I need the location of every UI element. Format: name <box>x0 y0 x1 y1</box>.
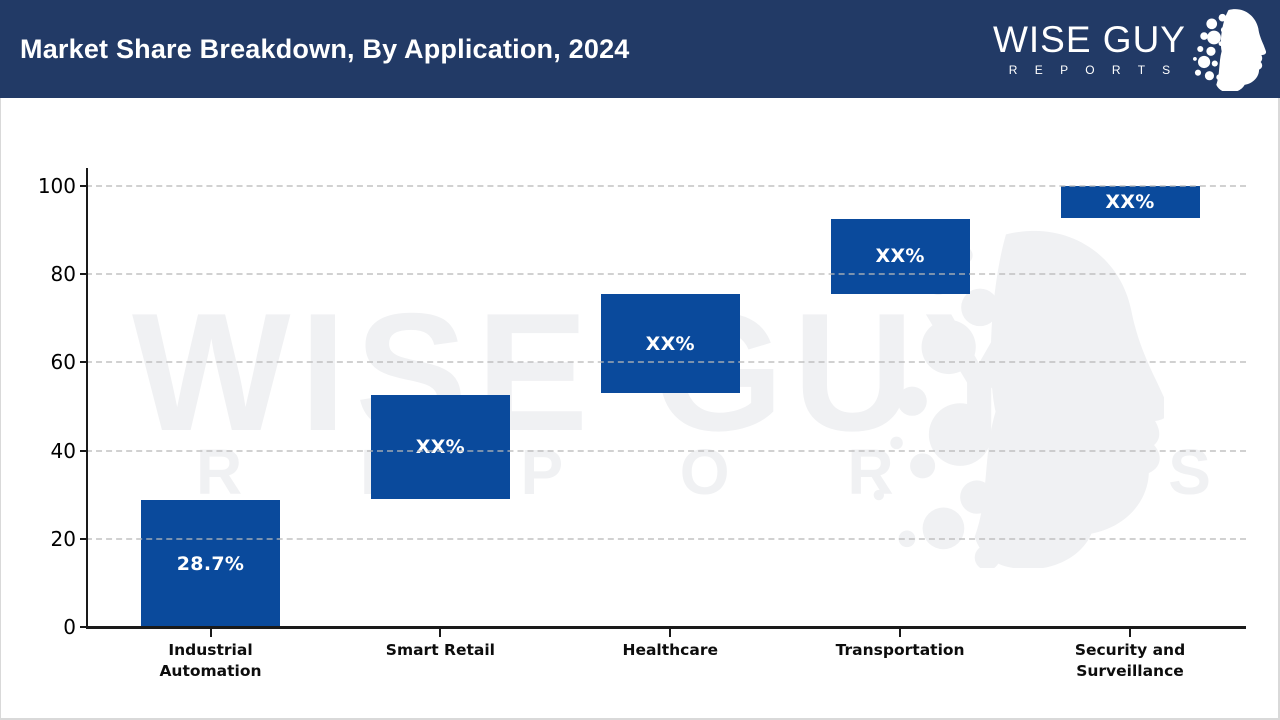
bar-value-label: XX% <box>645 332 695 355</box>
y-tick-mark-0 <box>80 626 88 628</box>
right-border <box>1278 98 1280 720</box>
gridline-40 <box>86 449 1246 452</box>
x-tick-mark-1 <box>439 629 442 637</box>
page-title: Market Share Breakdown, By Application, … <box>20 33 630 64</box>
y-tick-label-20: 20 <box>50 526 76 551</box>
y-axis-line <box>86 168 88 628</box>
y-tick-mark-20 <box>80 537 88 540</box>
gridline-100 <box>86 185 1246 187</box>
wise-guy-face-icon <box>1193 9 1266 91</box>
bar-value-label: XX% <box>415 436 465 459</box>
y-tick-label-40: 40 <box>50 438 76 463</box>
left-border <box>0 98 1 720</box>
logo-subtitle: R E P O R T S <box>1008 63 1178 77</box>
logo-text: WISE GUY R E P O R T S <box>993 20 1186 78</box>
x-tick-mark-2 <box>669 629 672 637</box>
y-tick-label-100: 100 <box>37 174 76 198</box>
category-label-security-and-surveillance: Security and Surveillance <box>1015 640 1245 682</box>
bottom-border <box>0 718 1280 720</box>
category-label-line: Security and <box>1074 641 1186 659</box>
category-label-smart-retail: Smart Retail <box>325 640 555 661</box>
y-tick-mark-100 <box>80 185 88 187</box>
x-tick-mark-3 <box>899 629 902 637</box>
y-tick-label-80: 80 <box>50 262 76 287</box>
category-label-line: Transportation <box>835 641 965 659</box>
y-tick-label-60: 60 <box>50 350 76 375</box>
x-axis-line <box>86 626 1246 629</box>
bar-smart-retail: XX% <box>370 395 510 500</box>
bar-security-and-surveillance: XX% <box>1060 186 1200 218</box>
category-label-healthcare: Healthcare <box>555 640 785 661</box>
category-label-line: Healthcare <box>622 641 718 659</box>
bar-industrial-automation: 28.7% <box>141 500 280 627</box>
gridline-60 <box>86 361 1246 364</box>
y-tick-mark-80 <box>80 273 88 276</box>
x-tick-mark-0 <box>209 629 212 637</box>
bar-healthcare: XX% <box>600 294 740 394</box>
bar-value-label: XX% <box>1105 190 1155 213</box>
category-label-industrial-automation: Industrial Automation <box>96 640 326 682</box>
logo-wordmark: WISE GUY <box>992 19 1186 60</box>
wise-guy-logo: WISE GUY R E P O R T S <box>993 6 1266 92</box>
y-tick-mark-40 <box>80 449 88 452</box>
category-label-transportation: Transportation <box>785 640 1015 661</box>
watermark-wordmark: WISE GUY <box>132 278 1045 466</box>
header-bar: Market Share Breakdown, By Application, … <box>0 0 1280 98</box>
y-tick-label-0: 0 <box>63 615 76 639</box>
category-label-line: Automation <box>159 662 262 680</box>
x-tick-mark-4 <box>1129 629 1131 637</box>
bar-transportation: XX% <box>830 219 970 294</box>
gridline-20 <box>86 537 1246 540</box>
y-tick-mark-60 <box>80 361 88 364</box>
bar-value-label: XX% <box>875 245 925 268</box>
gridline-80 <box>86 273 1246 276</box>
category-label-line: Surveillance <box>1076 662 1184 680</box>
category-label-line: Smart Retail <box>385 641 495 659</box>
category-label-line: Industrial <box>168 641 253 659</box>
bar-value-label: 28.7% <box>176 552 245 575</box>
